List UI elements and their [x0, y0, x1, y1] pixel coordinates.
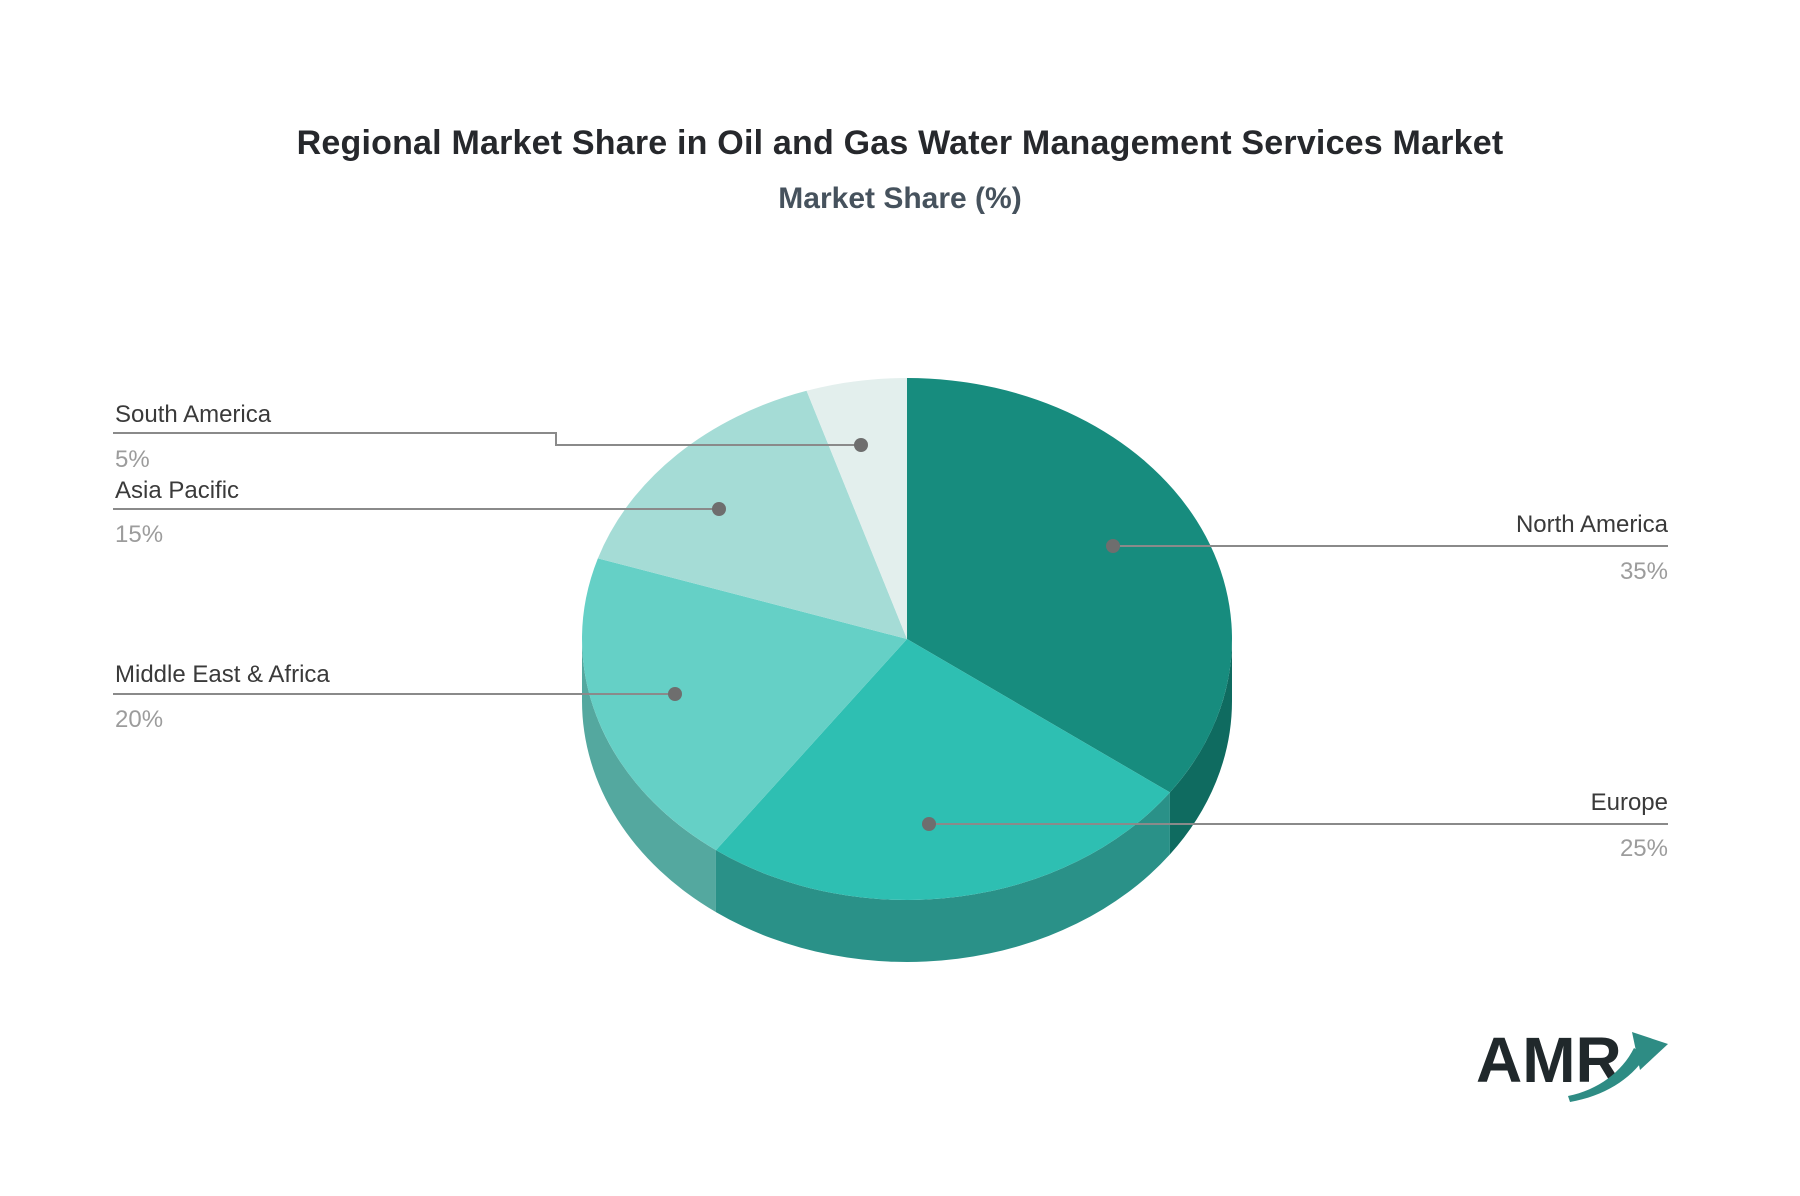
slice-label-name: Europe: [1590, 789, 1668, 816]
pie-slice-middle-east-africa[interactable]: [582, 558, 907, 851]
slice-label-name: North America: [1515, 511, 1668, 538]
leader-dot: [854, 438, 868, 452]
amr-logo: AMR: [1476, 1028, 1716, 1118]
slice-label-name: South America: [115, 401, 272, 428]
pie-slice-side-middle-east-africa: [582, 639, 716, 913]
slice-label-pct: 25%: [1619, 835, 1668, 862]
slice-label-name: Asia Pacific: [115, 477, 240, 504]
pie-slice-europe[interactable]: [715, 639, 1170, 901]
slice-label-pct: 5%: [115, 446, 150, 473]
amr-logo-text: AMR: [1476, 1024, 1622, 1096]
slice-label-pct: 15%: [115, 521, 164, 548]
pie-slice-side-europe: [715, 792, 1170, 963]
leader-dot: [1106, 539, 1120, 553]
pie-slice-side-north-america: [1169, 639, 1232, 855]
pie-slice-south-america[interactable]: [806, 378, 907, 639]
chart-title: Regional Market Share in Oil and Gas Wat…: [296, 124, 1504, 162]
chart-subtitle: Market Share (%): [778, 182, 1022, 215]
pie-slice-north-america[interactable]: [907, 378, 1232, 793]
leader-dot: [668, 687, 682, 701]
leader-dot: [922, 817, 936, 831]
leader-line: [113, 432, 861, 446]
slice-label-name: Middle East & Africa: [115, 661, 330, 688]
leader-dot: [712, 502, 726, 516]
pie-slice-asia-pacific[interactable]: [597, 390, 907, 639]
slice-label-pct: 20%: [115, 706, 164, 733]
slice-label-pct: 35%: [1619, 558, 1668, 585]
growth-arrow-icon: [1568, 1032, 1668, 1102]
